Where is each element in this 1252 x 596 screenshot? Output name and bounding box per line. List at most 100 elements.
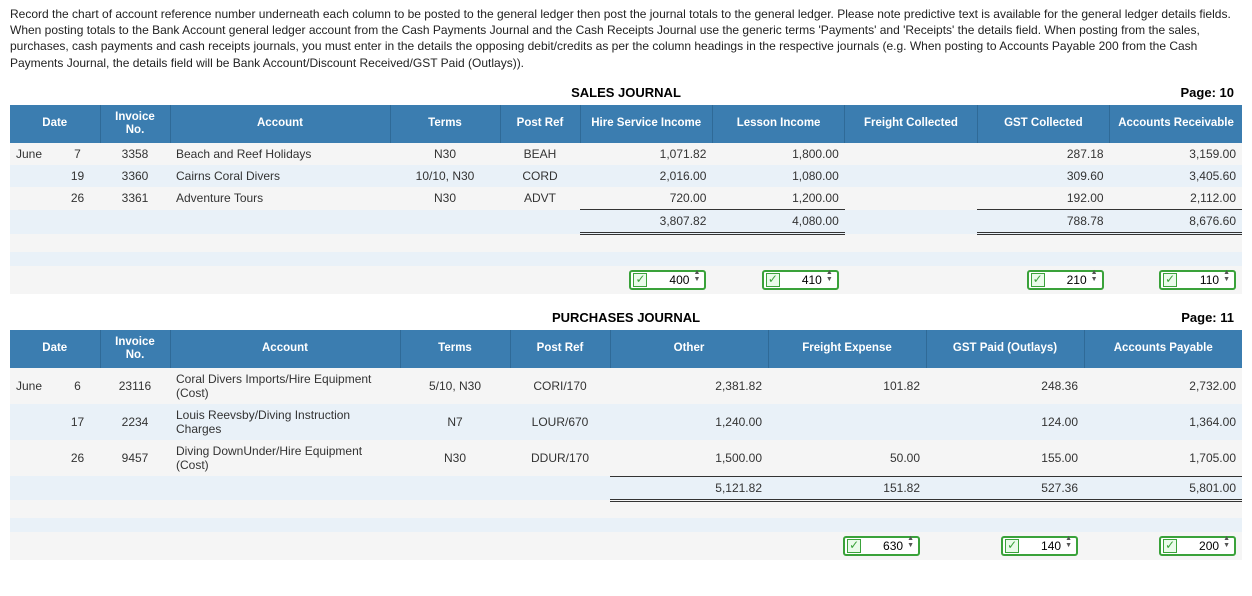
ref-number-input[interactable] <box>1181 272 1221 288</box>
amount-cell: 1,080.00 <box>712 165 844 187</box>
date-cell: 19 <box>55 165 100 187</box>
check-icon <box>1163 539 1177 553</box>
amount-cell: 1,800.00 <box>712 143 844 165</box>
invoice-cell: 9457 <box>100 440 170 476</box>
account-cell: Diving DownUnder/Hire Equipment (Cost) <box>170 440 400 476</box>
account-cell: Louis Reevsby/Diving Instruction Charges <box>170 404 400 440</box>
ref-input-box[interactable]: ▲▼ <box>1027 270 1104 290</box>
postref-cell: BEAH <box>500 143 580 165</box>
ref-input-row: ▲▼ ▲▼ ▲▼ <box>10 532 1242 560</box>
check-icon <box>1031 273 1045 287</box>
amount-cell <box>768 404 926 440</box>
spacer-row <box>10 234 1242 252</box>
ref-cell: ▲▼ <box>1084 532 1242 560</box>
account-cell: Cairns Coral Divers <box>170 165 390 187</box>
amount-cell: 309.60 <box>977 165 1109 187</box>
ref-number-input[interactable] <box>1049 272 1089 288</box>
amount-cell: 1,705.00 <box>1084 440 1242 476</box>
postref-cell: CORI/170 <box>510 368 610 404</box>
month-cell <box>10 187 55 210</box>
stepper-icon[interactable]: ▲▼ <box>907 539 914 553</box>
ref-input-box[interactable]: ▲▼ <box>629 270 706 290</box>
purchases-page-label: Page: 11 <box>1181 310 1234 325</box>
amount-cell: 2,112.00 <box>1110 187 1242 210</box>
totals-row: 3,807.824,080.00788.788,676.60 <box>10 210 1242 234</box>
col-invoice: Invoice No. <box>100 330 170 368</box>
table-row: 172234Louis Reevsby/Diving Instruction C… <box>10 404 1242 440</box>
ref-cell: ▲▼ <box>768 532 926 560</box>
date-cell: 7 <box>55 143 100 165</box>
ref-input-row: ▲▼ ▲▼ ▲▼ ▲▼ <box>10 266 1242 294</box>
terms-cell: N30 <box>390 143 500 165</box>
col-lesson-income: Lesson Income <box>712 105 844 143</box>
amount-cell: 50.00 <box>768 440 926 476</box>
ref-number-input[interactable] <box>1181 538 1221 554</box>
table-row: June623116Coral Divers Imports/Hire Equi… <box>10 368 1242 404</box>
ref-number-input[interactable] <box>651 272 691 288</box>
ref-cell: ▲▼ <box>926 532 1084 560</box>
purchases-header-row: Date Invoice No. Account Terms Post Ref … <box>10 330 1242 368</box>
spacer-row <box>10 518 1242 532</box>
total-cell: 5,801.00 <box>1084 476 1242 500</box>
ref-input-box[interactable]: ▲▼ <box>762 270 839 290</box>
ref-cell: ▲▼ <box>712 266 844 294</box>
invoice-cell: 23116 <box>100 368 170 404</box>
amount-cell: 248.36 <box>926 368 1084 404</box>
spacer-row <box>10 252 1242 266</box>
check-icon <box>633 273 647 287</box>
total-cell: 3,807.82 <box>580 210 712 234</box>
amount-cell <box>845 187 977 210</box>
month-cell <box>10 440 55 476</box>
ref-number-input[interactable] <box>784 272 824 288</box>
ref-input-box[interactable]: ▲▼ <box>1159 536 1236 556</box>
ref-cell: ▲▼ <box>977 266 1109 294</box>
amount-cell: 1,200.00 <box>712 187 844 210</box>
ref-input-box[interactable]: ▲▼ <box>1159 270 1236 290</box>
amount-cell: 155.00 <box>926 440 1084 476</box>
col-account: Account <box>170 330 400 368</box>
ref-input-box[interactable]: ▲▼ <box>843 536 920 556</box>
total-cell: 5,121.82 <box>610 476 768 500</box>
check-icon <box>766 273 780 287</box>
amount-cell: 192.00 <box>977 187 1109 210</box>
postref-cell: LOUR/670 <box>510 404 610 440</box>
ref-cell <box>610 532 768 560</box>
total-cell: 527.36 <box>926 476 1084 500</box>
totals-row: 5,121.82151.82527.365,801.00 <box>10 476 1242 500</box>
col-account: Account <box>170 105 390 143</box>
amount-cell: 2,016.00 <box>580 165 712 187</box>
stepper-icon[interactable]: ▲▼ <box>1223 273 1230 287</box>
account-cell: Coral Divers Imports/Hire Equipment (Cos… <box>170 368 400 404</box>
total-cell: 788.78 <box>977 210 1109 234</box>
terms-cell: 10/10, N30 <box>390 165 500 187</box>
invoice-cell: 3358 <box>100 143 170 165</box>
instructions-text: Record the chart of account reference nu… <box>10 6 1242 71</box>
stepper-icon[interactable]: ▲▼ <box>1065 539 1072 553</box>
col-gst-paid: GST Paid (Outlays) <box>926 330 1084 368</box>
amount-cell: 1,500.00 <box>610 440 768 476</box>
stepper-icon[interactable]: ▲▼ <box>826 273 833 287</box>
total-cell: 4,080.00 <box>712 210 844 234</box>
ref-number-input[interactable] <box>865 538 905 554</box>
purchases-journal-title: PURCHASES JOURNAL <box>552 310 700 325</box>
total-cell-empty <box>845 210 977 234</box>
month-cell <box>10 165 55 187</box>
table-row: 263361Adventure ToursN30ADVT720.001,200.… <box>10 187 1242 210</box>
total-cell: 151.82 <box>768 476 926 500</box>
date-cell: 26 <box>55 187 100 210</box>
col-accounts-receivable: Accounts Receivable <box>1110 105 1242 143</box>
table-row: 269457Diving DownUnder/Hire Equipment (C… <box>10 440 1242 476</box>
ref-input-box[interactable]: ▲▼ <box>1001 536 1078 556</box>
stepper-icon[interactable]: ▲▼ <box>1223 539 1230 553</box>
col-terms: Terms <box>400 330 510 368</box>
stepper-icon[interactable]: ▲▼ <box>693 273 700 287</box>
col-date: Date <box>10 330 100 368</box>
ref-number-input[interactable] <box>1023 538 1063 554</box>
stepper-icon[interactable]: ▲▼ <box>1091 273 1098 287</box>
month-cell: June <box>10 143 55 165</box>
col-invoice: Invoice No. <box>100 105 170 143</box>
invoice-cell: 3361 <box>100 187 170 210</box>
ref-cell <box>845 266 977 294</box>
amount-cell: 1,071.82 <box>580 143 712 165</box>
terms-cell: N30 <box>390 187 500 210</box>
